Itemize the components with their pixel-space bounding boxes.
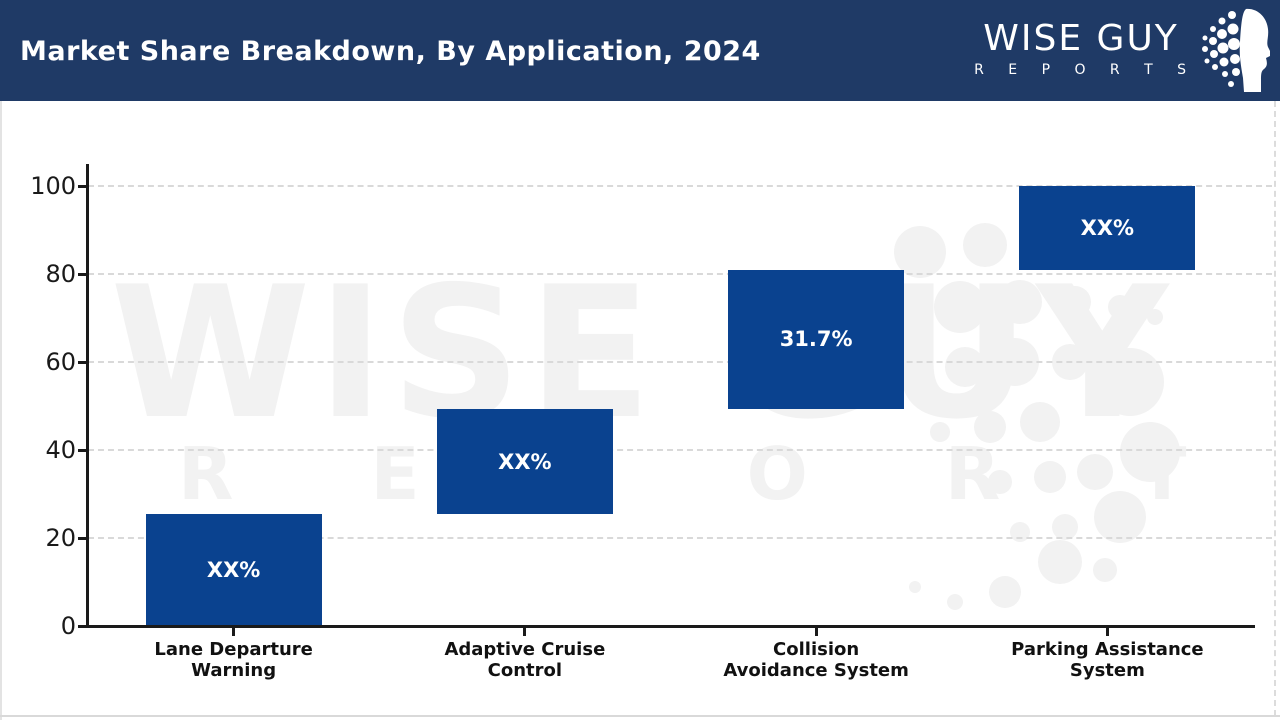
x-category-label-line: Warning xyxy=(191,660,277,681)
x-category-label-line: System xyxy=(1069,660,1145,681)
y-tick-0 xyxy=(78,625,88,628)
gridline-40 xyxy=(88,449,1272,451)
x-category-label: Parking Assistance System xyxy=(947,639,1267,681)
x-category-label-line: Lane Departure xyxy=(154,639,313,660)
y-tick-60 xyxy=(78,361,88,364)
wiseguy-logo: WISE GUY R E P O R T S xyxy=(966,6,1270,92)
bar-value-label: XX% xyxy=(206,558,261,583)
page-title: Market Share Breakdown, By Application, … xyxy=(20,36,761,67)
gridline-20 xyxy=(88,537,1272,539)
x-axis-line xyxy=(86,625,1255,628)
wiseguy-logo-text: WISE GUY R E P O R T S xyxy=(966,17,1196,78)
y-tick-100 xyxy=(78,185,88,188)
left-frame-line xyxy=(0,101,2,720)
x-tick xyxy=(814,628,818,636)
x-tick xyxy=(1105,628,1109,636)
bar-segment: XX% xyxy=(436,409,613,515)
x-tick xyxy=(232,628,236,636)
y-tick-40 xyxy=(78,449,88,452)
bar-segment: 31.7% xyxy=(728,269,905,410)
wiseguy-head-icon xyxy=(1202,8,1270,92)
bottom-frame-line xyxy=(0,715,1280,717)
x-category-label: Collision Avoidance System xyxy=(656,639,976,681)
chart-header: Market Share Breakdown, By Application, … xyxy=(0,0,1280,101)
gridline-100 xyxy=(88,185,1272,187)
x-category-label-line: Avoidance System xyxy=(723,660,909,681)
y-tick-label-0: 0 xyxy=(60,612,76,640)
logo-sub-label: R E P O R T S xyxy=(974,61,1196,78)
y-tick-20 xyxy=(78,537,88,540)
x-category-label: Adaptive Cruise Control xyxy=(365,639,685,681)
x-category-label-line: Collision xyxy=(773,639,860,660)
bar-value-label: XX% xyxy=(498,449,552,474)
x-category-label-line: Control xyxy=(487,660,563,681)
x-category-label-line: Adaptive Cruise xyxy=(444,639,606,660)
y-tick-80 xyxy=(78,273,88,276)
logo-brand-label: WISE GUY xyxy=(983,17,1179,59)
gridline-60 xyxy=(88,361,1272,363)
bar-segment: XX% xyxy=(1019,186,1196,270)
y-tick-label-40: 40 xyxy=(45,436,76,464)
y-axis-line xyxy=(86,164,89,628)
y-tick-label-20: 20 xyxy=(45,524,76,552)
x-tick xyxy=(523,628,527,636)
y-tick-label-60: 60 xyxy=(45,348,76,376)
gridline-80 xyxy=(88,273,1272,275)
bar-segment: XX% xyxy=(145,514,322,626)
y-tick-label-80: 80 xyxy=(45,260,76,288)
bar-value-label: XX% xyxy=(1080,215,1135,240)
right-frame-line xyxy=(1274,101,1276,716)
y-tick-label-100: 100 xyxy=(30,172,76,200)
x-category-label-line: Parking Assistance xyxy=(1011,639,1204,660)
watermark-dotted-head-icon xyxy=(880,222,1180,610)
bar-value-label: 31.7% xyxy=(779,327,853,352)
x-category-label: Lane Departure Warning xyxy=(74,639,394,681)
